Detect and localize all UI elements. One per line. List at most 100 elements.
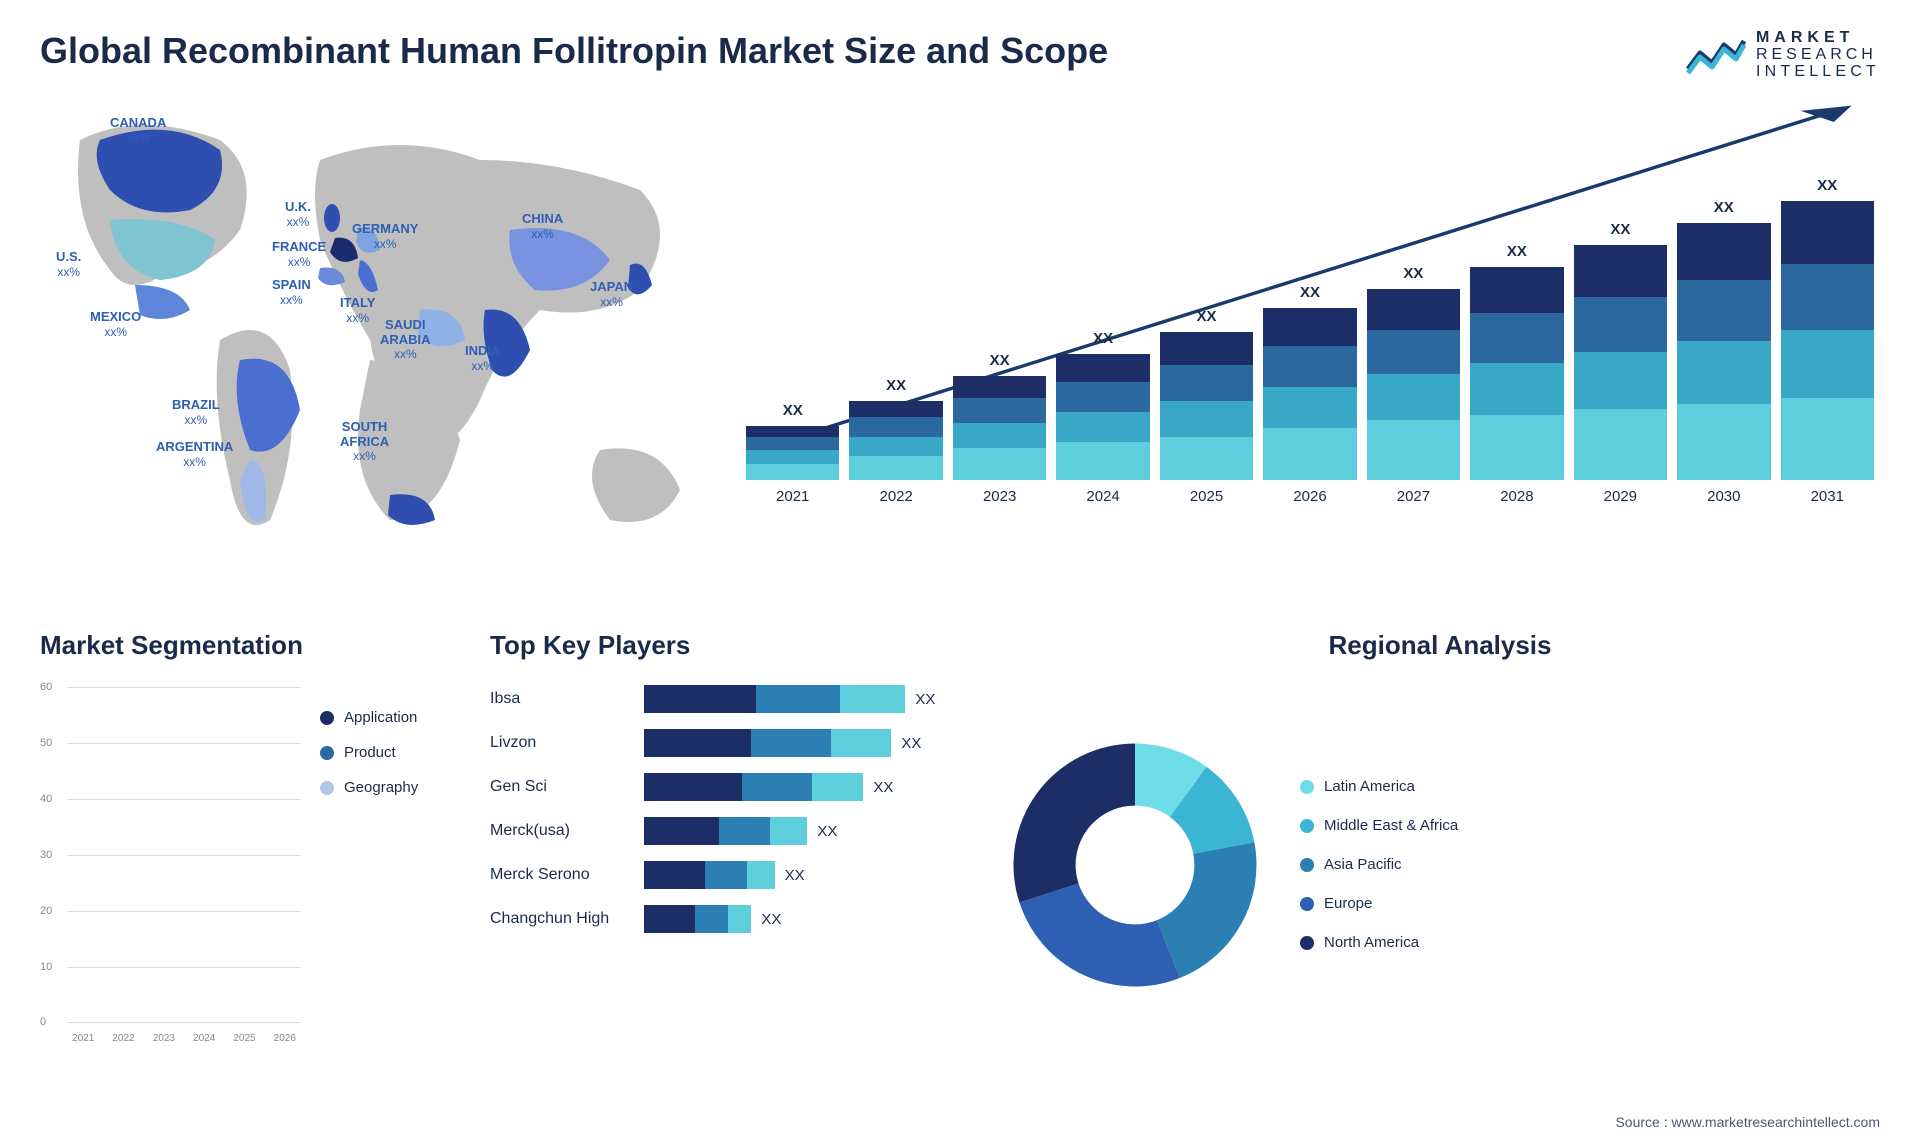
- bar-segment: [1574, 245, 1667, 297]
- bar-segment: [953, 448, 1046, 481]
- bar-xtick: 2023: [953, 488, 1046, 505]
- bar-xtick: 2026: [1263, 488, 1356, 505]
- map-label: U.K.xx%: [285, 200, 311, 229]
- player-bar: XX: [644, 773, 970, 801]
- bar-xtick: 2029: [1574, 488, 1667, 505]
- bar-segment: [746, 426, 839, 437]
- bar-segment: [1781, 398, 1874, 480]
- donut-slice: [1019, 883, 1179, 986]
- seg-ytick: 20: [40, 905, 52, 917]
- seg-ytick: 0: [40, 1016, 46, 1028]
- bar-segment: [1056, 382, 1149, 412]
- market-size-bar-chart: XXXXXXXXXXXXXXXXXXXXXX 20212022202320242…: [740, 100, 1880, 570]
- seg-xtick: 2022: [108, 1033, 138, 1044]
- bar-segment: [1781, 264, 1874, 330]
- seg-xtick: 2023: [149, 1033, 179, 1044]
- bar-segment: [1367, 289, 1460, 330]
- map-label: GERMANYxx%: [352, 222, 418, 251]
- bar-xtick: 2022: [849, 488, 942, 505]
- bar-stack: XX: [1056, 354, 1149, 480]
- legend-swatch-icon: [320, 711, 334, 725]
- player-segment: [756, 685, 840, 713]
- player-bar: XX: [644, 685, 970, 713]
- top-key-players-panel: Top Key Players IbsaXXLivzonXXGen SciXXM…: [490, 630, 970, 1050]
- bar-segment: [1056, 442, 1149, 480]
- seg-ytick: 10: [40, 961, 52, 973]
- bar-segment: [1367, 374, 1460, 421]
- bar-segment: [1367, 420, 1460, 480]
- player-segment: [644, 905, 695, 933]
- bar-stack: XX: [1263, 308, 1356, 481]
- player-segment: [751, 729, 830, 757]
- bar-value-label: XX: [1093, 330, 1113, 347]
- map-label: MEXICOxx%: [90, 310, 141, 339]
- segmentation-title: Market Segmentation: [40, 630, 460, 661]
- map-label: SAUDIARABIAxx%: [380, 318, 431, 361]
- bar-segment: [1677, 280, 1770, 340]
- logo-text: MARKET RESEARCH INTELLECT: [1756, 30, 1880, 80]
- player-segment: [644, 729, 751, 757]
- bar-stack: XX: [1470, 267, 1563, 481]
- seg-ytick: 60: [40, 681, 52, 693]
- player-row: LivzonXX: [490, 729, 970, 757]
- map-label: INDIAxx%: [465, 344, 500, 373]
- player-row: Changchun High XX: [490, 905, 970, 933]
- bar-value-label: XX: [1817, 177, 1837, 194]
- player-value: XX: [817, 823, 837, 840]
- bar-stack: XX: [953, 376, 1046, 480]
- player-name: Ibsa: [490, 690, 630, 708]
- bar-xtick: 2028: [1470, 488, 1563, 505]
- player-name: Changchun High: [490, 910, 630, 928]
- map-label: SOUTHAFRICAxx%: [340, 420, 389, 463]
- bar-segment: [1677, 223, 1770, 281]
- player-value: XX: [761, 911, 781, 928]
- player-row: Merck SeronoXX: [490, 861, 970, 889]
- bar-segment: [849, 456, 942, 481]
- bar-stack: XX: [1677, 223, 1770, 481]
- legend-item: Asia Pacific: [1300, 856, 1458, 873]
- player-segment: [742, 773, 812, 801]
- legend-item: Europe: [1300, 895, 1458, 912]
- bar-segment: [849, 401, 942, 417]
- player-row: Gen SciXX: [490, 773, 970, 801]
- player-value: XX: [915, 691, 935, 708]
- bar-segment: [746, 450, 839, 464]
- bar-segment: [1470, 415, 1563, 481]
- player-name: Livzon: [490, 734, 630, 752]
- bar-segment: [1056, 412, 1149, 442]
- top-row: CANADAxx%U.S.xx%MEXICOxx%BRAZILxx%ARGENT…: [40, 100, 1880, 570]
- player-stack: [644, 729, 891, 757]
- bar-segment: [1160, 365, 1253, 401]
- bar-segment: [1160, 332, 1253, 365]
- player-name: Merck(usa): [490, 822, 630, 840]
- seg-xtick: 2021: [68, 1033, 98, 1044]
- legend-label: Application: [344, 709, 417, 726]
- player-segment: [644, 817, 719, 845]
- bar-segment: [953, 398, 1046, 423]
- bar-xtick: 2024: [1056, 488, 1149, 505]
- bar-segment: [1781, 201, 1874, 264]
- legend-swatch-icon: [1300, 858, 1314, 872]
- player-segment: [831, 729, 892, 757]
- regional-donut-chart: [1000, 730, 1270, 1000]
- legend-label: Latin America: [1324, 778, 1415, 795]
- legend-label: Asia Pacific: [1324, 856, 1402, 873]
- bar-segment: [953, 376, 1046, 398]
- world-map-panel: CANADAxx%U.S.xx%MEXICOxx%BRAZILxx%ARGENT…: [40, 100, 700, 570]
- player-segment: [840, 685, 905, 713]
- player-stack: [644, 861, 775, 889]
- market-segmentation-panel: Market Segmentation 20212022202320242025…: [40, 630, 460, 1050]
- player-segment: [770, 817, 807, 845]
- map-label: JAPANxx%: [590, 280, 633, 309]
- seg-ytick: 50: [40, 737, 52, 749]
- map-label: U.S.xx%: [56, 250, 81, 279]
- donut-slice: [1014, 743, 1136, 902]
- bar-xtick: 2031: [1781, 488, 1874, 505]
- legend-swatch-icon: [1300, 780, 1314, 794]
- player-bar: XX: [644, 905, 970, 933]
- map-label: ARGENTINAxx%: [156, 440, 233, 469]
- player-segment: [705, 861, 747, 889]
- bar-segment: [1677, 341, 1770, 404]
- bar-segment: [1160, 437, 1253, 481]
- player-segment: [644, 773, 742, 801]
